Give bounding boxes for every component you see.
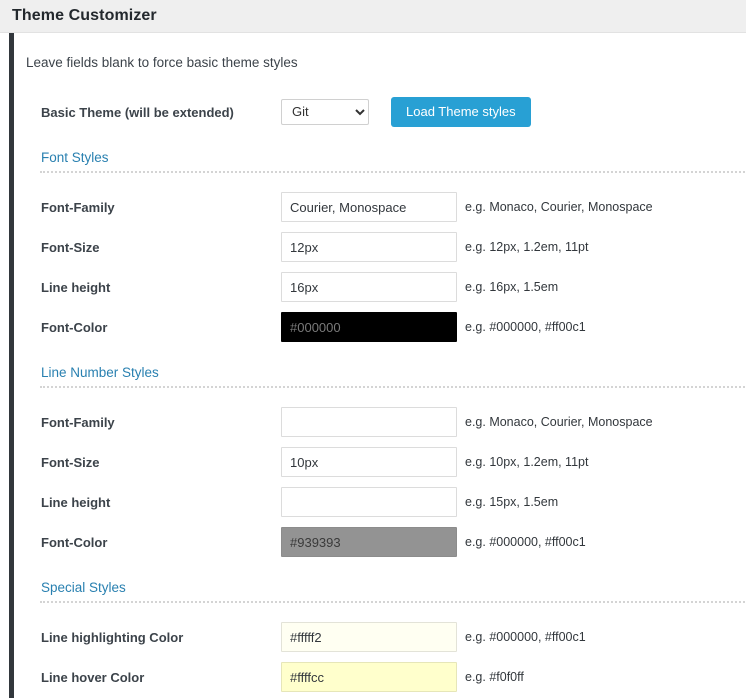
field-label: Font-Family <box>41 199 115 215</box>
field-label: Line height <box>41 494 111 510</box>
field-hint: e.g. 10px, 1.2em, 11pt <box>465 455 589 469</box>
field-hint: e.g. #000000, #ff00c1 <box>465 535 586 549</box>
field-row: Font-Family e.g. Monaco, Courier, Monospa… <box>26 402 746 442</box>
field-row: Font-Color e.g. #000000, #ff00c1 <box>26 522 746 562</box>
field-label: Font-Family <box>41 414 115 430</box>
field-label: Font-Color <box>41 534 108 550</box>
field-hint: e.g. Monaco, Courier, Monospace <box>465 415 653 429</box>
page-title: Theme Customizer <box>12 7 157 24</box>
intro-text: Leave fields blank to force basic theme … <box>26 55 298 70</box>
field-row: Line hover Color e.g. #f0f0ff <box>26 657 746 697</box>
section-title: Line Number Styles <box>41 365 159 380</box>
input-font-size[interactable] <box>281 232 457 262</box>
load-theme-styles-button[interactable]: Load Theme styles <box>391 96 531 128</box>
field-row: Line highlighting Color e.g. #000000, #ff… <box>26 617 746 657</box>
field-wrapper: e.g. 12px, 1.2em, 11pt <box>281 232 588 262</box>
sections-container: Font Styles Font-Family e.g. Monaco, Couri… <box>26 150 746 697</box>
section-body: Line highlighting Color e.g. #000000, #ff… <box>26 617 746 697</box>
input-font-size[interactable] <box>281 447 457 477</box>
field-hint: e.g. 12px, 1.2em, 11pt <box>465 240 589 254</box>
field-row: Font-Color e.g. #000000, #ff00c1 <box>26 307 746 347</box>
section-line-number-styles: Line Number Styles Font-Family e.g. Monaco… <box>26 365 746 562</box>
field-wrapper: e.g. #000000, #ff00c1 <box>281 312 586 342</box>
field-wrapper: e.g. 10px, 1.2em, 11pt <box>281 447 588 477</box>
input-font-color[interactable] <box>281 312 457 342</box>
field-row: Line height e.g. 15px, 1.5em <box>26 482 746 522</box>
panel-content: Leave fields blank to force basic theme … <box>0 33 746 697</box>
field-label: Line height <box>41 279 111 295</box>
input-line-height[interactable] <box>281 487 457 517</box>
basic-theme-label: Basic Theme (will be extended) <box>41 104 234 120</box>
field-label: Font-Size <box>41 454 100 470</box>
field-label: Font-Size <box>41 239 100 255</box>
field-row: Font-Family e.g. Monaco, Courier, Monospa… <box>26 187 746 227</box>
panel-accent-bar <box>9 33 14 698</box>
field-hint: e.g. #f0f0ff <box>465 670 524 684</box>
field-label: Line highlighting Color <box>41 629 184 645</box>
section-divider <box>40 386 746 388</box>
field-row: Line height e.g. 16px, 1.5em <box>26 267 746 307</box>
window-header: Theme Customizer <box>0 0 746 32</box>
field-hint: e.g. 15px, 1.5em <box>465 495 559 509</box>
field-wrapper: e.g. 15px, 1.5em <box>281 487 558 517</box>
field-row: Font-Size e.g. 10px, 1.2em, 11pt <box>26 442 746 482</box>
input-font-color[interactable] <box>281 527 457 557</box>
basic-theme-field: Git Load Theme styles <box>281 96 531 128</box>
field-wrapper: e.g. Monaco, Courier, Monospace <box>281 192 653 222</box>
input-line-highlighting-color[interactable] <box>281 622 457 652</box>
settings-panel: Leave fields blank to force basic theme … <box>0 32 746 698</box>
field-wrapper: e.g. #f0f0ff <box>281 662 524 692</box>
input-line-height[interactable] <box>281 272 457 302</box>
input-font-family[interactable] <box>281 407 457 437</box>
section-divider <box>40 601 746 603</box>
basic-theme-select[interactable]: Git <box>281 98 369 125</box>
field-wrapper: e.g. #000000, #ff00c1 <box>281 622 586 652</box>
field-wrapper: e.g. #000000, #ff00c1 <box>281 527 586 557</box>
field-label: Font-Color <box>41 319 108 335</box>
field-hint: e.g. #000000, #ff00c1 <box>465 320 586 334</box>
field-hint: e.g. 16px, 1.5em <box>465 280 559 294</box>
field-row: Font-Size e.g. 12px, 1.2em, 11pt <box>26 227 746 267</box>
field-label: Line hover Color <box>41 669 145 685</box>
field-hint: e.g. Monaco, Courier, Monospace <box>465 200 653 214</box>
section-body: Font-Family e.g. Monaco, Courier, Monospa… <box>26 402 746 562</box>
field-wrapper: e.g. 16px, 1.5em <box>281 272 558 302</box>
section-special-styles: Special Styles Line highlighting Color e.g… <box>26 580 746 697</box>
section-title: Special Styles <box>41 580 126 595</box>
field-hint: e.g. #000000, #ff00c1 <box>465 630 586 644</box>
section-body: Font-Family e.g. Monaco, Courier, Monospa… <box>26 187 746 347</box>
input-line-hover-color[interactable] <box>281 662 457 692</box>
input-font-family[interactable] <box>281 192 457 222</box>
section-font-styles: Font Styles Font-Family e.g. Monaco, Couri… <box>26 150 746 347</box>
field-wrapper: e.g. Monaco, Courier, Monospace <box>281 407 653 437</box>
section-title: Font Styles <box>41 150 109 165</box>
basic-theme-row: Basic Theme (will be extended) Git Load … <box>26 92 746 132</box>
section-divider <box>40 171 746 173</box>
